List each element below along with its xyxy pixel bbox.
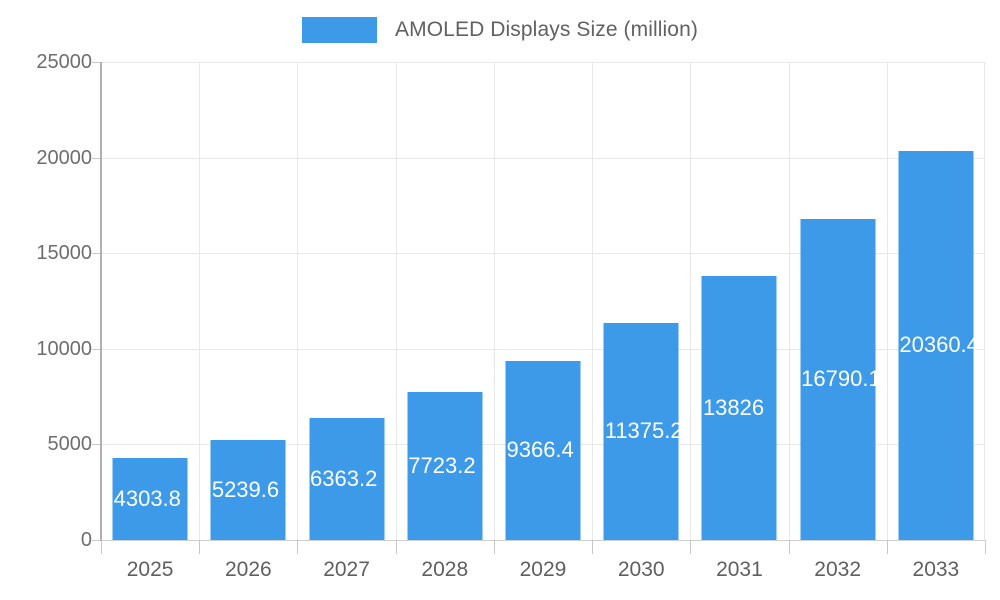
y-tick-label-25000: 25000 [36,51,92,73]
gridline-vertical-8 [887,62,888,540]
x-tick-label-2028: 2028 [421,558,469,581]
y-tick-mark-5000 [92,444,101,445]
bar-slot: 20360.4 [887,62,985,540]
y-tick-mark-20000 [92,158,101,159]
x-axis-line [101,540,985,541]
y-tick-mark-15000 [92,253,101,254]
bar[interactable]: 9366.4 [505,360,581,540]
x-tick-label-2025: 2025 [126,558,174,581]
x-tick-label-2027: 2027 [323,558,370,581]
bar-value-label: 7723.2 [408,453,476,479]
x-tick-mark [395,540,397,554]
gridline-vertical-3 [396,62,397,540]
bar-slot: 13826 [690,62,788,540]
x-tick-label-2029: 2029 [519,558,567,581]
y-tick-mark-10000 [92,349,101,350]
bar[interactable]: 5239.6 [210,439,286,540]
y-tick-label-0: 0 [80,529,92,551]
y-tick-mark-25000 [92,62,101,63]
legend-color-swatch [302,17,378,43]
y-axis-labels: 25000 20000 15000 10000 5000 0 [0,0,92,600]
plot-area [101,62,985,540]
y-tick-label-10000: 10000 [36,338,92,360]
y-axis-line [100,62,102,541]
bar-value-label: 6363.2 [310,466,378,492]
gridline-vertical-1 [199,62,200,540]
x-tick-label-2031: 2031 [716,558,763,581]
gridline-vertical-5 [592,62,593,540]
x-tick-mark [592,540,594,554]
bar[interactable]: 7723.2 [407,392,483,540]
x-axis-labels: 2025 2026 2027 2028 2029 2030 2031 2032 2033 [101,558,985,592]
gridline-20000 [101,158,985,159]
bar-slot: 16790.1 [789,62,887,540]
bar-value-label: 4303.8 [113,485,181,511]
gridline-vertical-9 [984,62,985,540]
x-tick-mark [788,540,790,554]
y-tick-mark-0 [92,540,101,541]
bar-value-label: 13826 [702,394,765,420]
bar[interactable]: 6363.2 [309,418,385,540]
x-tick-label-2030: 2030 [617,558,665,581]
x-tick-mark [985,540,986,554]
legend-item-amoled-displays-size[interactable]: AMOLED Displays Size (million) [302,17,698,43]
gridline-vertical-6 [690,62,691,540]
y-tick-label-5000: 5000 [47,433,93,455]
chart-legend: AMOLED Displays Size (million) [0,10,1000,50]
bar[interactable]: 4303.8 [112,457,188,540]
gridline-10000 [101,349,985,350]
bar-slot: 6363.2 [297,62,395,540]
gridline-vertical-2 [297,62,298,540]
bar[interactable]: 11375.2 [603,322,683,540]
y-tick-label-15000: 15000 [36,242,92,264]
x-tick-mark [199,540,201,554]
bar-slot: 4303.8 [101,62,199,540]
y-tick-label-20000: 20000 [36,147,92,169]
legend-label: AMOLED Displays Size (million) [395,18,698,41]
bar-slot: 7723.2 [396,62,494,540]
bar[interactable]: 16790.1 [800,218,881,540]
gridline-25000 [101,62,985,63]
x-tick-mark [101,540,102,554]
x-tick-label-2032: 2032 [814,558,862,581]
x-tick-mark [886,540,888,554]
gridline-vertical-4 [494,62,495,540]
bar[interactable]: 13826 [701,275,777,540]
bar-series-amoled-displays-size: 4303.8 5239.6 6363.2 7723.2 9366.4 11375.2 138… [101,62,985,540]
bar-slot: 9366.4 [494,62,592,540]
gridline-vertical-7 [789,62,790,540]
bar-value-label: 5239.6 [211,476,280,502]
x-tick-label-2033: 2033 [912,558,960,581]
bar-slot: 5239.6 [199,62,297,540]
x-tick-mark [690,540,692,554]
x-tick-mark [493,540,495,554]
bar-slot: 11375.2 [592,62,690,540]
bar-value-label: 16790.1 [801,366,881,392]
bar-value-label: 20360.4 [899,332,979,358]
x-axis-tick-marks [101,540,986,554]
bar[interactable]: 20360.4 [898,150,979,540]
x-tick-mark [297,540,299,554]
bar-value-label: 11375.2 [604,418,683,444]
x-tick-label-2026: 2026 [224,558,272,581]
bar-value-label: 9366.4 [506,437,574,463]
gridline-15000 [101,253,985,254]
